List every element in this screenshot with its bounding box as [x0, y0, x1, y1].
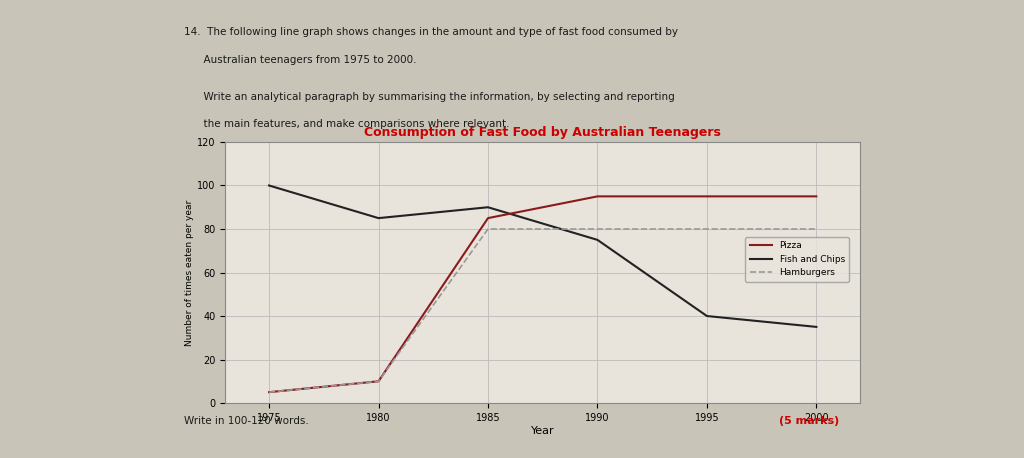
Line: Fish and Chips: Fish and Chips [269, 185, 816, 327]
Text: (5 marks): (5 marks) [779, 416, 840, 426]
Fish and Chips [700, 313, 713, 319]
Fish and Chips [591, 237, 603, 243]
Fish and Chips [810, 324, 822, 330]
Pizza [700, 194, 713, 199]
Hamburgers [810, 226, 822, 232]
Hamburgers [700, 226, 713, 232]
Hamburgers [373, 378, 385, 384]
Fish and Chips [263, 183, 275, 188]
X-axis label: Year: Year [530, 425, 555, 436]
Text: Australian teenagers from 1975 to 2000.: Australian teenagers from 1975 to 2000. [184, 55, 417, 65]
Y-axis label: Number of times eaten per year: Number of times eaten per year [185, 199, 195, 346]
Text: Write an analytical paragraph by summarising the information, by selecting and r: Write an analytical paragraph by summari… [184, 92, 675, 102]
Line: Hamburgers: Hamburgers [269, 229, 816, 392]
Fish and Chips [373, 215, 385, 221]
Pizza [263, 389, 275, 395]
Fish and Chips [482, 204, 495, 210]
Hamburgers [263, 389, 275, 395]
Legend: Pizza, Fish and Chips, Hamburgers: Pizza, Fish and Chips, Hamburgers [745, 237, 849, 282]
Text: Write in 100-120 words.: Write in 100-120 words. [184, 416, 309, 426]
Text: 14.  The following line graph shows changes in the amount and type of fast food : 14. The following line graph shows chang… [184, 27, 678, 38]
Pizza [810, 194, 822, 199]
Text: the main features, and make comparisons where relevant.: the main features, and make comparisons … [184, 119, 510, 129]
Pizza [373, 378, 385, 384]
Hamburgers [591, 226, 603, 232]
Pizza [482, 215, 495, 221]
Title: Consumption of Fast Food by Australian Teenagers: Consumption of Fast Food by Australian T… [365, 126, 721, 139]
Hamburgers [482, 226, 495, 232]
Line: Pizza: Pizza [269, 196, 816, 392]
Pizza [591, 194, 603, 199]
